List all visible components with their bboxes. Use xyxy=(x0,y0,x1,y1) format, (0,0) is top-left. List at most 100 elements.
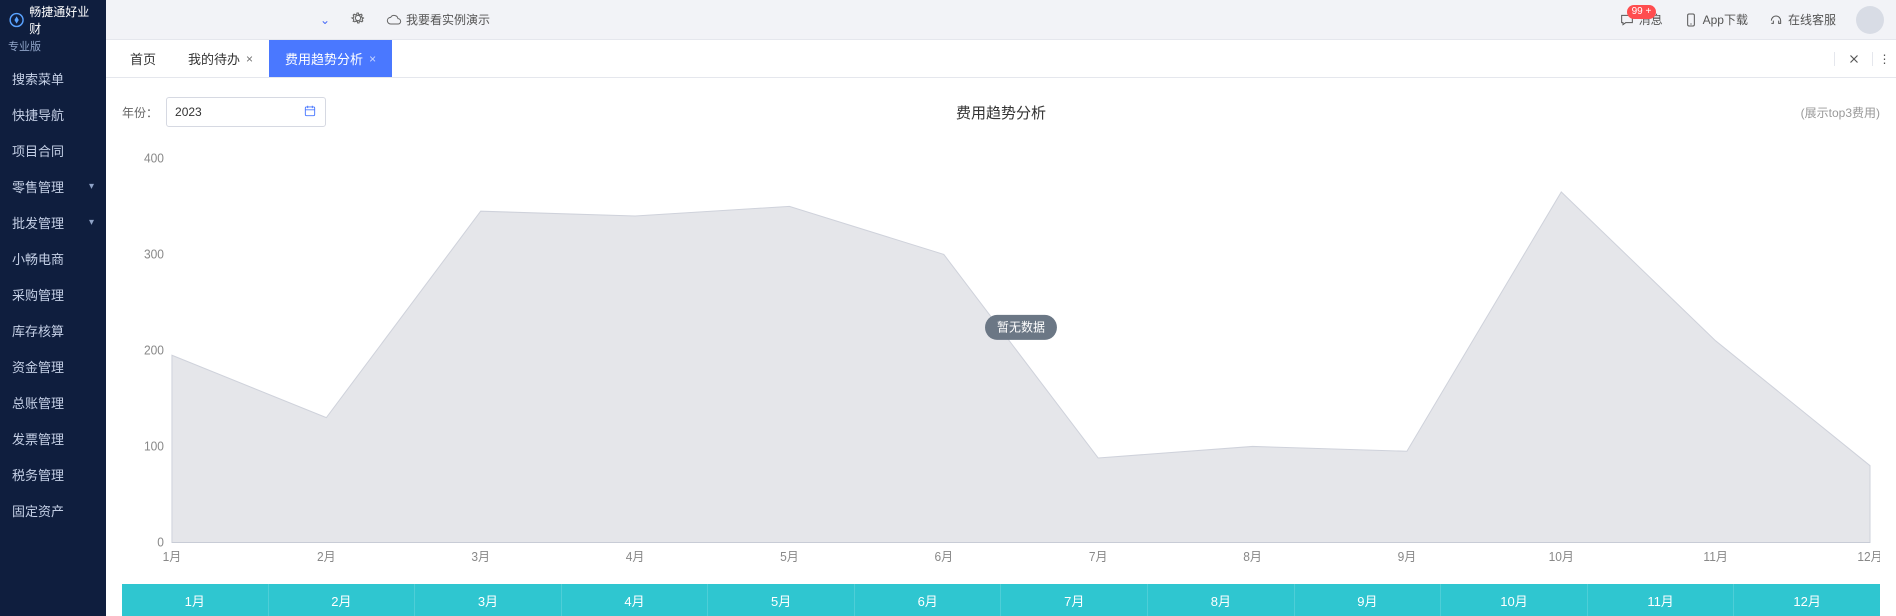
sidebar-item-label: 采购管理 xyxy=(12,285,64,304)
svg-text:9月: 9月 xyxy=(1398,550,1417,564)
sidebar-item-7[interactable]: 库存核算 xyxy=(0,312,106,348)
brand-logo: 畅捷通好业财 xyxy=(0,0,106,40)
sidebar-item-label: 小畅电商 xyxy=(12,249,64,268)
demo-label: 我要看实例演示 xyxy=(406,11,490,28)
messages-badge: 99 + xyxy=(1627,5,1657,19)
year-label: 年份： xyxy=(122,104,158,121)
messages-button[interactable]: 99 + 消息 xyxy=(1619,11,1663,28)
chevron-down-icon: ⌄ xyxy=(320,13,330,27)
sidebar-item-2[interactable]: 项目合同 xyxy=(0,132,106,168)
chart-hint: (展示top3费用) xyxy=(1801,104,1880,121)
sidebar-item-12[interactable]: 固定资产 xyxy=(0,492,106,528)
tab-close-button[interactable]: × xyxy=(246,52,253,66)
chart: 01002003004001月2月3月4月5月6月7月8月9月10月11月12月… xyxy=(122,148,1880,584)
sidebar-item-label: 项目合同 xyxy=(12,141,64,160)
svg-text:7月: 7月 xyxy=(1089,550,1108,564)
sidebar-nav: 搜索菜单快捷导航项目合同零售管理 ▾ 批发管理 ▾ 小畅电商采购管理库存核算资金管理总账… xyxy=(0,60,106,616)
svg-text:8月: 8月 xyxy=(1243,550,1262,564)
month-cell-5[interactable]: 5月 xyxy=(708,584,855,616)
tabs-more-button[interactable]: ⋮ xyxy=(1872,52,1896,66)
tab-label: 我的待办 xyxy=(188,49,240,68)
sidebar-item-5[interactable]: 小畅电商 xyxy=(0,240,106,276)
svg-text:暂无数据: 暂无数据 xyxy=(997,319,1045,334)
filter-row: 年份： 2023 费用趋势分析 (展示top3费用) xyxy=(122,96,1880,128)
close-icon xyxy=(1847,52,1861,66)
month-cell-10[interactable]: 10月 xyxy=(1441,584,1588,616)
sidebar-item-9[interactable]: 总账管理 xyxy=(0,384,106,420)
org-selector[interactable]: ⌄ xyxy=(118,6,338,34)
svg-text:1月: 1月 xyxy=(163,550,182,564)
svg-text:11月: 11月 xyxy=(1703,550,1727,564)
tab-2[interactable]: 费用趋势分析 × xyxy=(269,40,392,77)
sidebar-item-8[interactable]: 资金管理 xyxy=(0,348,106,384)
month-cell-1[interactable]: 1月 xyxy=(122,584,269,616)
topbar: ⌄ 我要看实例演示 99 + 消息 App下载 在线客服 xyxy=(106,0,1896,40)
sidebar-item-label: 资金管理 xyxy=(12,357,64,376)
sidebar-item-6[interactable]: 采购管理 xyxy=(0,276,106,312)
sidebar-item-label: 库存核算 xyxy=(12,321,64,340)
year-picker[interactable]: 2023 xyxy=(166,97,326,127)
month-cell-2[interactable]: 2月 xyxy=(269,584,416,616)
sidebar: 畅捷通好业财 专业版 搜索菜单快捷导航项目合同零售管理 ▾ 批发管理 ▾ 小畅电商采购管… xyxy=(0,0,106,616)
brand-edition: 专业版 xyxy=(0,38,106,60)
sidebar-item-0[interactable]: 搜索菜单 xyxy=(0,60,106,96)
sidebar-item-label: 搜索菜单 xyxy=(12,69,64,88)
settings-button[interactable] xyxy=(350,10,366,29)
chevron-down-icon: ▾ xyxy=(89,217,94,228)
tab-label: 首页 xyxy=(130,49,156,68)
close-all-tabs-button[interactable] xyxy=(1834,52,1872,66)
month-cell-4[interactable]: 4月 xyxy=(562,584,709,616)
svg-text:4月: 4月 xyxy=(626,550,645,564)
month-cell-12[interactable]: 12月 xyxy=(1734,584,1880,616)
sidebar-item-label: 总账管理 xyxy=(12,393,64,412)
chevron-down-icon: ▾ xyxy=(89,181,94,192)
svg-text:400: 400 xyxy=(144,151,164,165)
sidebar-item-3[interactable]: 零售管理 ▾ xyxy=(0,168,106,204)
month-cell-11[interactable]: 11月 xyxy=(1588,584,1735,616)
content: 年份： 2023 费用趋势分析 (展示top3费用) 0 100 200 300 400… xyxy=(106,78,1896,616)
svg-text:200: 200 xyxy=(144,343,164,357)
demo-link[interactable]: 我要看实例演示 xyxy=(386,11,490,28)
sidebar-item-label: 批发管理 xyxy=(12,213,64,232)
brand-icon xyxy=(8,11,25,29)
svg-text:12月: 12月 xyxy=(1857,550,1880,564)
tab-label: 费用趋势分析 xyxy=(285,49,363,68)
customer-service-label: 在线客服 xyxy=(1788,11,1836,28)
sidebar-item-11[interactable]: 税务管理 xyxy=(0,456,106,492)
month-cell-3[interactable]: 3月 xyxy=(415,584,562,616)
tab-close-button[interactable]: × xyxy=(369,52,376,66)
chart-title: 费用趋势分析 xyxy=(956,102,1046,123)
svg-text:10月: 10月 xyxy=(1549,550,1574,564)
sidebar-item-label: 零售管理 xyxy=(12,177,64,196)
month-cell-9[interactable]: 9月 xyxy=(1295,584,1442,616)
year-value: 2023 xyxy=(175,105,202,119)
sidebar-item-10[interactable]: 发票管理 xyxy=(0,420,106,456)
brand-name: 畅捷通好业财 xyxy=(29,3,98,37)
cloud-icon xyxy=(386,12,402,28)
avatar[interactable] xyxy=(1856,6,1884,34)
sidebar-item-label: 税务管理 xyxy=(12,465,64,484)
sidebar-item-1[interactable]: 快捷导航 xyxy=(0,96,106,132)
month-strip: 1月2月3月4月5月6月7月8月9月10月11月12月 xyxy=(122,584,1880,616)
customer-service-button[interactable]: 在线客服 xyxy=(1768,11,1836,28)
tab-0[interactable]: 首页 xyxy=(114,40,172,77)
sidebar-item-label: 固定资产 xyxy=(12,501,64,520)
svg-text:300: 300 xyxy=(144,247,164,261)
sidebar-item-4[interactable]: 批发管理 ▾ xyxy=(0,204,106,240)
svg-text:0: 0 xyxy=(157,535,164,549)
tabs-bar: 首页 我的待办 × 费用趋势分析 × ⋮ xyxy=(106,40,1896,78)
month-cell-6[interactable]: 6月 xyxy=(855,584,1002,616)
svg-text:100: 100 xyxy=(144,439,164,453)
tab-1[interactable]: 我的待办 × xyxy=(172,40,269,77)
svg-text:5月: 5月 xyxy=(780,550,799,564)
app-download-button[interactable]: App下载 xyxy=(1683,11,1748,28)
svg-text:2月: 2月 xyxy=(317,550,336,564)
month-cell-7[interactable]: 7月 xyxy=(1001,584,1148,616)
mobile-icon xyxy=(1683,12,1699,28)
gear-icon xyxy=(350,10,366,26)
calendar-icon xyxy=(303,104,317,121)
sidebar-item-label: 快捷导航 xyxy=(12,105,64,124)
app-download-label: App下载 xyxy=(1703,11,1748,28)
svg-text:6月: 6月 xyxy=(934,550,953,564)
month-cell-8[interactable]: 8月 xyxy=(1148,584,1295,616)
